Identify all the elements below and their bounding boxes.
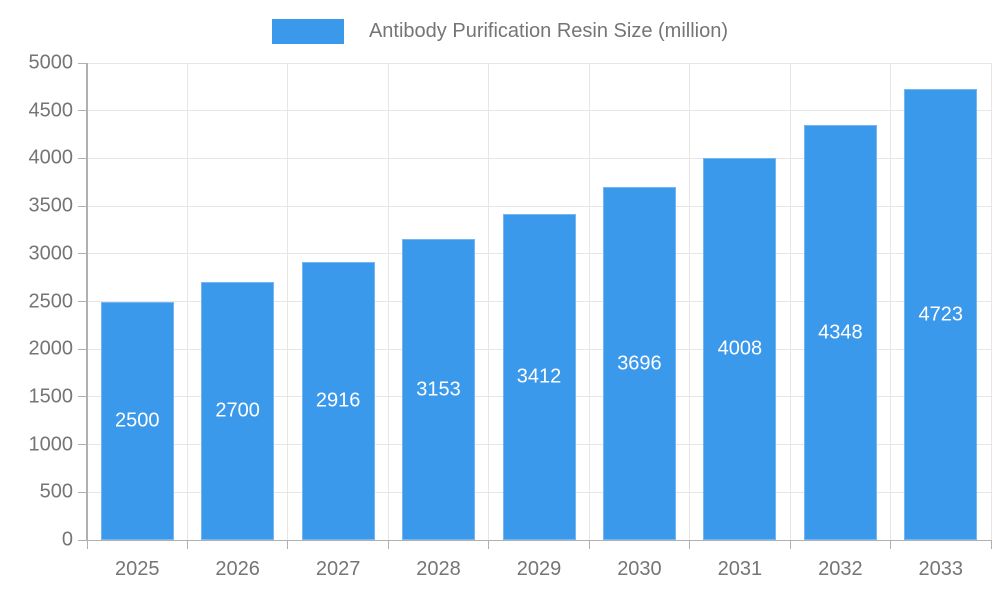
bar-value-label: 2500	[114, 409, 160, 432]
y-gridline	[87, 205, 991, 207]
x-tick-label: 2025	[114, 558, 160, 580]
x-gridline	[387, 63, 389, 540]
x-axis-tick	[789, 540, 791, 549]
y-tick-label: 1500	[28, 385, 74, 408]
bar-value-label: 4008	[717, 337, 763, 360]
bar-2028[interactable]: 3153	[402, 239, 476, 540]
x-gridline	[990, 63, 992, 540]
x-tick-label: 2029	[516, 558, 562, 580]
y-axis-tick	[78, 491, 87, 493]
y-tick-label: 500	[39, 480, 73, 503]
bar-2027[interactable]: 2916	[301, 261, 375, 540]
bar-value-label: 2916	[315, 389, 361, 412]
x-axis-tick	[387, 540, 389, 549]
x-tick-label: 2031	[717, 558, 763, 580]
y-tick-label: 5000	[28, 51, 74, 74]
y-axis-tick	[78, 301, 87, 302]
x-axis-tick	[588, 540, 590, 549]
y-tick-label: 2500	[28, 290, 74, 312]
x-gridline	[890, 63, 892, 540]
x-axis-tick	[186, 540, 188, 549]
y-axis-tick	[78, 539, 87, 541]
legend-item[interactable]: Antibody Purification Resin Size (millio…	[0, 19, 1000, 44]
y-tick-label: 4000	[28, 146, 74, 169]
y-tick-label: 3500	[28, 194, 74, 217]
x-axis-tick	[990, 540, 992, 549]
y-tick-label: 1000	[28, 433, 74, 456]
x-axis-tick	[890, 540, 892, 549]
x-tick-label: 2027	[315, 558, 361, 580]
x-gridline	[789, 63, 791, 540]
y-tick-label: 3000	[28, 242, 74, 265]
bar-value-label: 3412	[516, 365, 562, 388]
bar-value-label: 4348	[818, 321, 863, 344]
x-tick-label: 2033	[918, 558, 964, 580]
bar-value-label: 2700	[215, 399, 260, 422]
bar-value-label: 3696	[617, 352, 662, 375]
y-gridline	[87, 157, 991, 159]
y-tick-label: 2000	[28, 337, 74, 360]
y-axis-tick	[78, 157, 87, 159]
legend-swatch	[271, 19, 344, 44]
x-axis-tick	[287, 540, 289, 549]
y-axis-line	[86, 63, 88, 540]
x-tick-label: 2028	[416, 558, 461, 580]
bar-2029[interactable]: 3412	[502, 214, 576, 540]
bar-2025[interactable]: 2500	[100, 301, 174, 540]
y-gridline	[87, 110, 991, 112]
x-tick-label: 2026	[215, 558, 260, 580]
bar-value-label: 3153	[416, 378, 461, 401]
bar-2026[interactable]: 2700	[201, 282, 275, 540]
y-tick-label: 4500	[28, 99, 74, 122]
x-axis-tick	[86, 540, 88, 549]
y-axis-tick	[78, 62, 87, 64]
bar-2033[interactable]: 4723	[904, 89, 978, 540]
bar-2030[interactable]: 3696	[602, 187, 676, 540]
x-gridline	[186, 63, 188, 540]
x-axis-tick	[689, 540, 691, 549]
y-axis-tick	[78, 205, 87, 207]
x-axis-tick	[488, 540, 490, 549]
x-tick-label: 2030	[617, 558, 662, 580]
x-axis-line	[87, 539, 991, 541]
x-gridline	[588, 63, 590, 540]
y-axis-tick	[78, 444, 87, 446]
y-axis-tick	[78, 348, 87, 350]
y-axis-tick	[78, 253, 87, 255]
x-tick-label: 2032	[818, 558, 863, 580]
bar-2032[interactable]: 4348	[803, 125, 877, 540]
y-tick-label: 0	[61, 528, 73, 551]
bar-value-label: 4723	[918, 303, 964, 326]
bar-2031[interactable]: 4008	[703, 157, 777, 540]
y-axis-tick	[78, 110, 87, 112]
x-gridline	[287, 63, 289, 540]
x-gridline	[488, 63, 490, 540]
legend-label: Antibody Purification Resin Size (millio…	[368, 20, 729, 42]
y-gridline	[87, 62, 991, 64]
x-gridline	[689, 63, 691, 540]
y-axis-tick	[78, 396, 87, 398]
